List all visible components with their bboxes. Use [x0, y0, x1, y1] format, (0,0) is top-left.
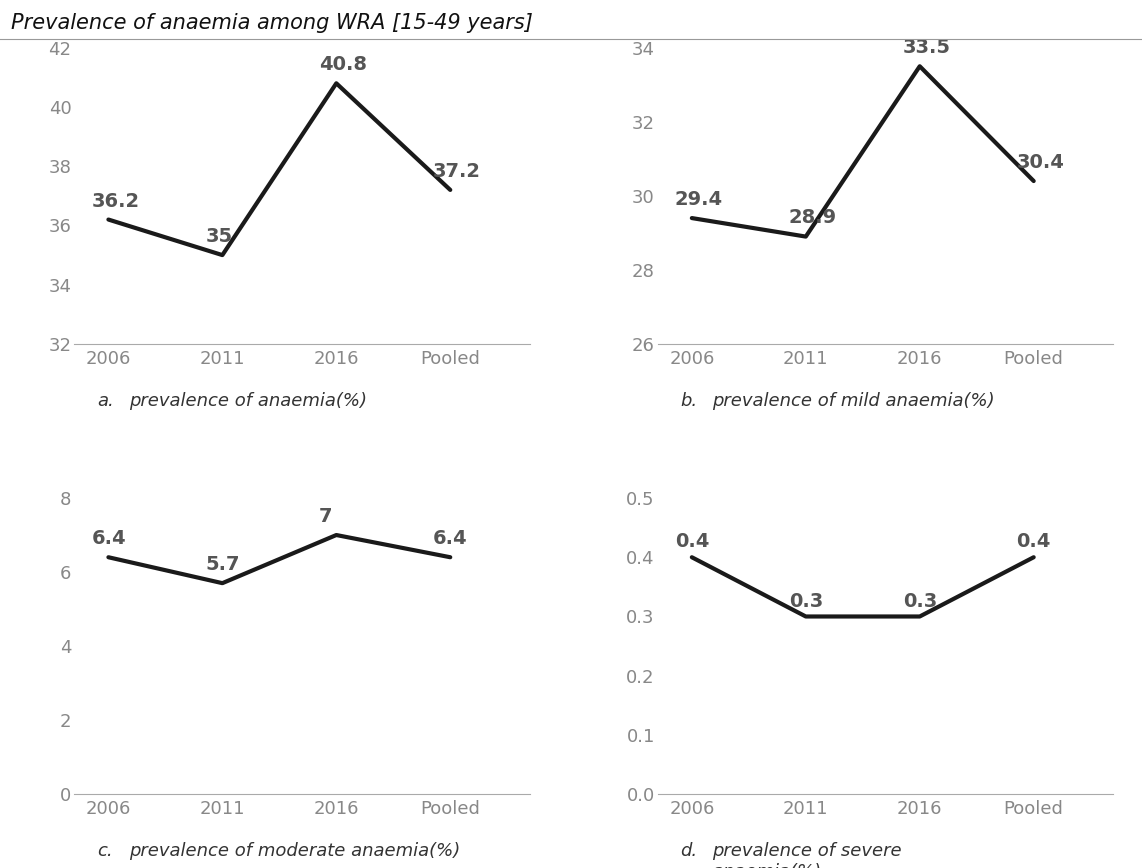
Text: 5.7: 5.7: [206, 555, 240, 574]
Text: c.: c.: [97, 842, 113, 860]
Text: 0.4: 0.4: [675, 532, 709, 551]
Text: 30.4: 30.4: [1016, 153, 1064, 172]
Text: b.: b.: [681, 391, 698, 410]
Text: 7: 7: [320, 507, 332, 526]
Text: 28.9: 28.9: [789, 208, 837, 227]
Text: 29.4: 29.4: [675, 190, 723, 209]
Text: 33.5: 33.5: [902, 38, 950, 57]
Text: prevalence of severe
anaemia(%): prevalence of severe anaemia(%): [713, 842, 902, 868]
Text: prevalence of moderate anaemia(%): prevalence of moderate anaemia(%): [129, 842, 460, 860]
Text: d.: d.: [681, 842, 698, 860]
Text: 0.4: 0.4: [1016, 532, 1051, 551]
Text: 35: 35: [206, 227, 232, 247]
Text: a.: a.: [97, 391, 114, 410]
Text: 0.3: 0.3: [789, 592, 823, 610]
Text: 36.2: 36.2: [91, 192, 139, 211]
Text: 37.2: 37.2: [433, 162, 481, 181]
Text: prevalence of anaemia(%): prevalence of anaemia(%): [129, 391, 367, 410]
Text: 6.4: 6.4: [433, 529, 468, 548]
Text: 40.8: 40.8: [320, 56, 368, 75]
Text: Prevalence of anaemia among WRA [15-49 years]: Prevalence of anaemia among WRA [15-49 y…: [11, 13, 533, 33]
Text: 0.3: 0.3: [902, 592, 936, 610]
Text: prevalence of mild anaemia(%): prevalence of mild anaemia(%): [713, 391, 995, 410]
Text: 6.4: 6.4: [91, 529, 126, 548]
